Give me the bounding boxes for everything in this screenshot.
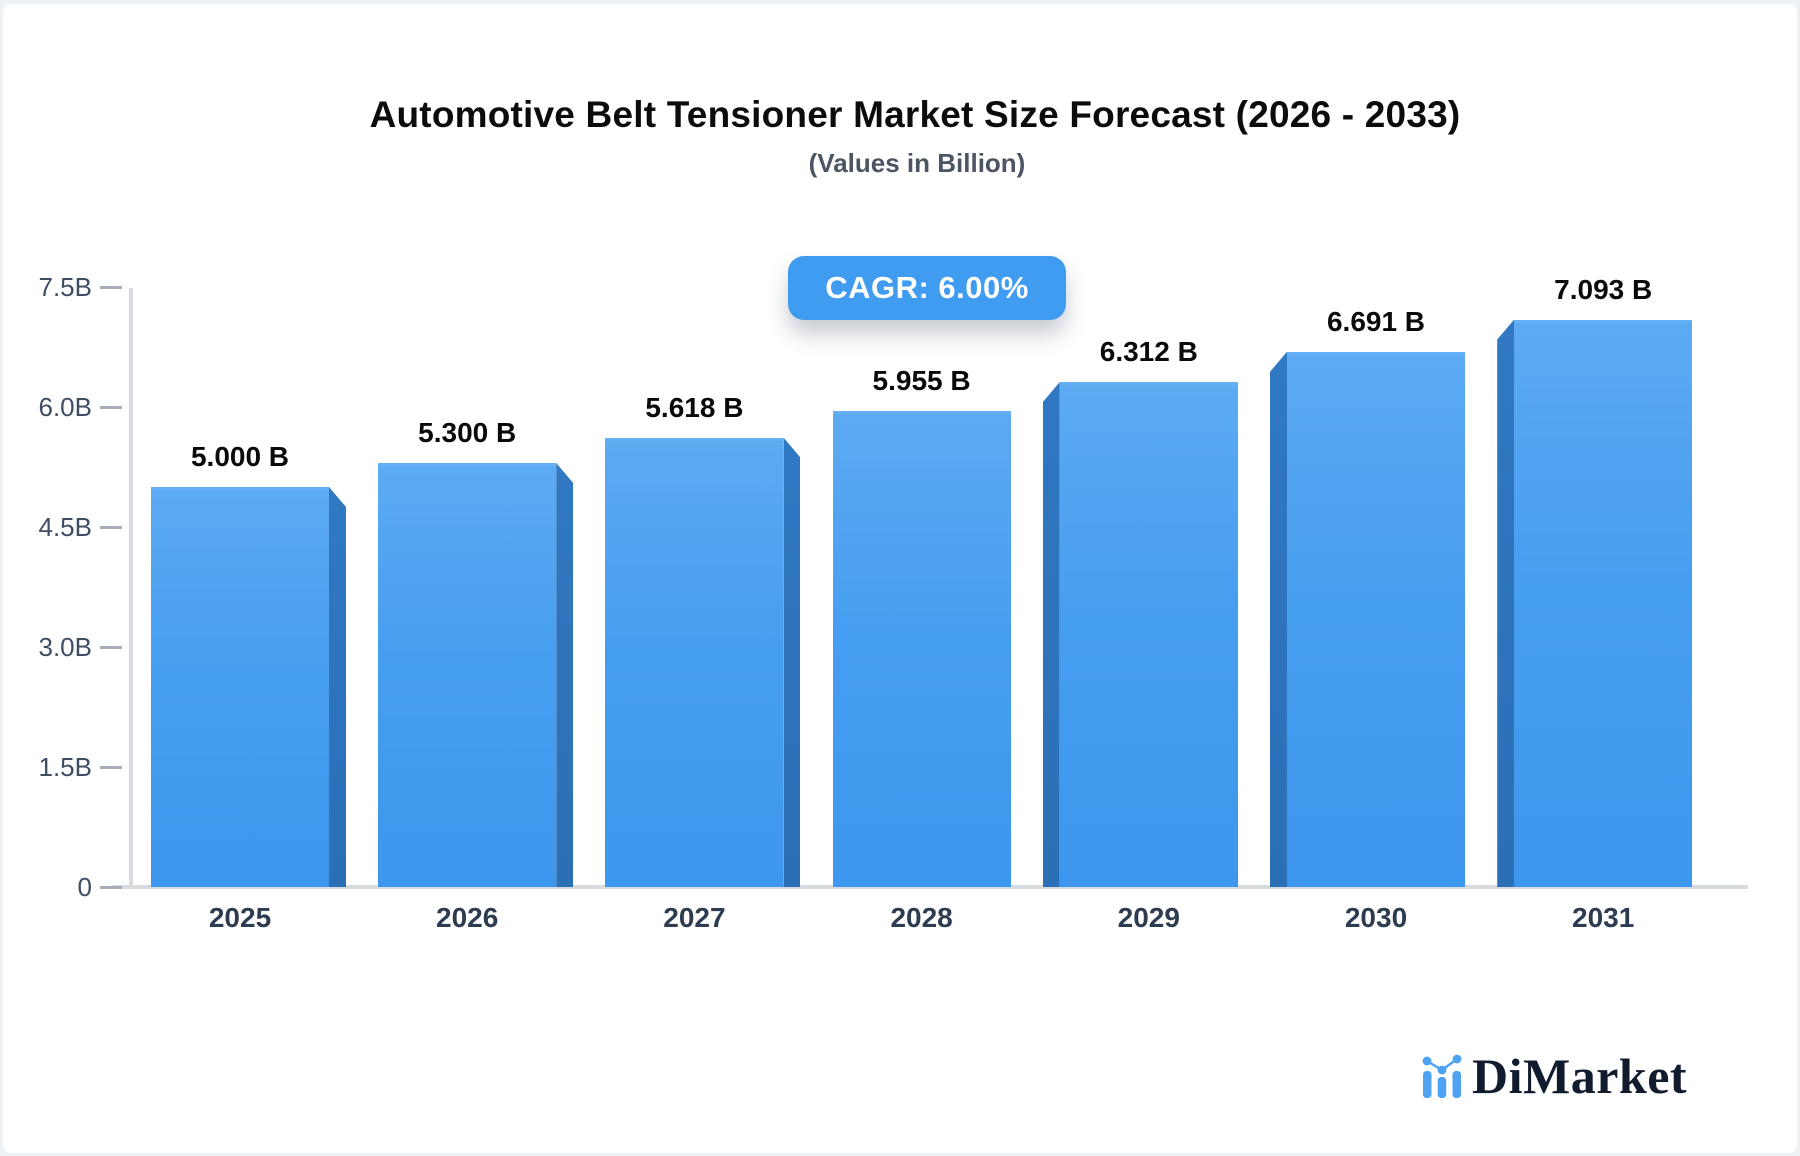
y-axis-tick-label: 1.5B <box>38 752 93 782</box>
bar-value-label: 5.300 B <box>418 417 517 448</box>
bar-value-label: 7.093 B <box>1554 273 1653 305</box>
dimarket-logo-icon <box>1422 1054 1462 1098</box>
y-axis-line <box>129 288 133 887</box>
y-axis-tick <box>100 645 122 649</box>
x-axis-label: 2026 <box>436 902 499 933</box>
bar-3d-side <box>1270 351 1287 887</box>
x-axis-label: 2027 <box>663 902 726 933</box>
x-axis-label: 2030 <box>1344 902 1408 933</box>
bar-2028 <box>832 410 1011 887</box>
bar-face <box>1514 319 1693 887</box>
bar-2026 <box>378 463 574 887</box>
bar-3d-side <box>783 437 801 887</box>
brand-logo: DiMarket <box>1422 1040 1722 1104</box>
x-axis-label: 2025 <box>208 902 272 933</box>
y-axis-tick <box>100 765 122 769</box>
bar-2027 <box>605 437 801 887</box>
y-axis-tick-label: 3.0B <box>38 632 93 662</box>
y-axis-tick-label: 0 <box>77 872 92 902</box>
bar-3d-side <box>1042 382 1060 887</box>
chart-subtitle: (Values in Billion) <box>808 148 1026 178</box>
x-axis-label: 2028 <box>890 902 953 933</box>
bar-face <box>1287 351 1465 887</box>
bar-value-label: 6.691 B <box>1326 305 1426 337</box>
bar-value-label: 5.000 B <box>190 441 290 472</box>
y-axis-tick <box>100 525 122 529</box>
y-axis-tick-label: 6.0B <box>38 392 93 422</box>
bar-2030 <box>1270 351 1465 887</box>
y-axis-tick <box>100 885 122 889</box>
y-axis-tick <box>100 405 122 409</box>
x-axis-label: 2031 <box>1572 902 1635 933</box>
bar-face <box>151 487 329 887</box>
cagr-badge: CAGR: 6.00% <box>788 256 1066 320</box>
y-axis-tick-label: 4.5B <box>38 512 93 542</box>
bar-face <box>378 463 557 887</box>
bar-3d-side <box>329 487 346 887</box>
x-axis-label: 2029 <box>1117 902 1180 933</box>
bar-face <box>605 437 784 887</box>
bar-2029 <box>1042 382 1238 887</box>
bar-value-label: 6.312 B <box>1099 336 1198 368</box>
bar-3d-side <box>1497 319 1515 887</box>
x-axis-line <box>112 885 1748 889</box>
bar-face <box>832 410 1011 887</box>
brand-name: DiMarket <box>1472 1048 1688 1104</box>
y-axis-tick <box>100 285 122 289</box>
chart-title: Automotive Belt Tensioner Market Size Fo… <box>369 94 1461 135</box>
bar-2031 <box>1497 319 1693 887</box>
bar-3d-side <box>556 463 574 887</box>
bar-face <box>1059 382 1238 887</box>
y-axis-tick-label: 7.5B <box>38 272 93 302</box>
bar-value-label: 5.618 B <box>645 391 744 423</box>
bar-value-label: 5.955 B <box>872 364 971 396</box>
bar-2025 <box>151 487 346 887</box>
